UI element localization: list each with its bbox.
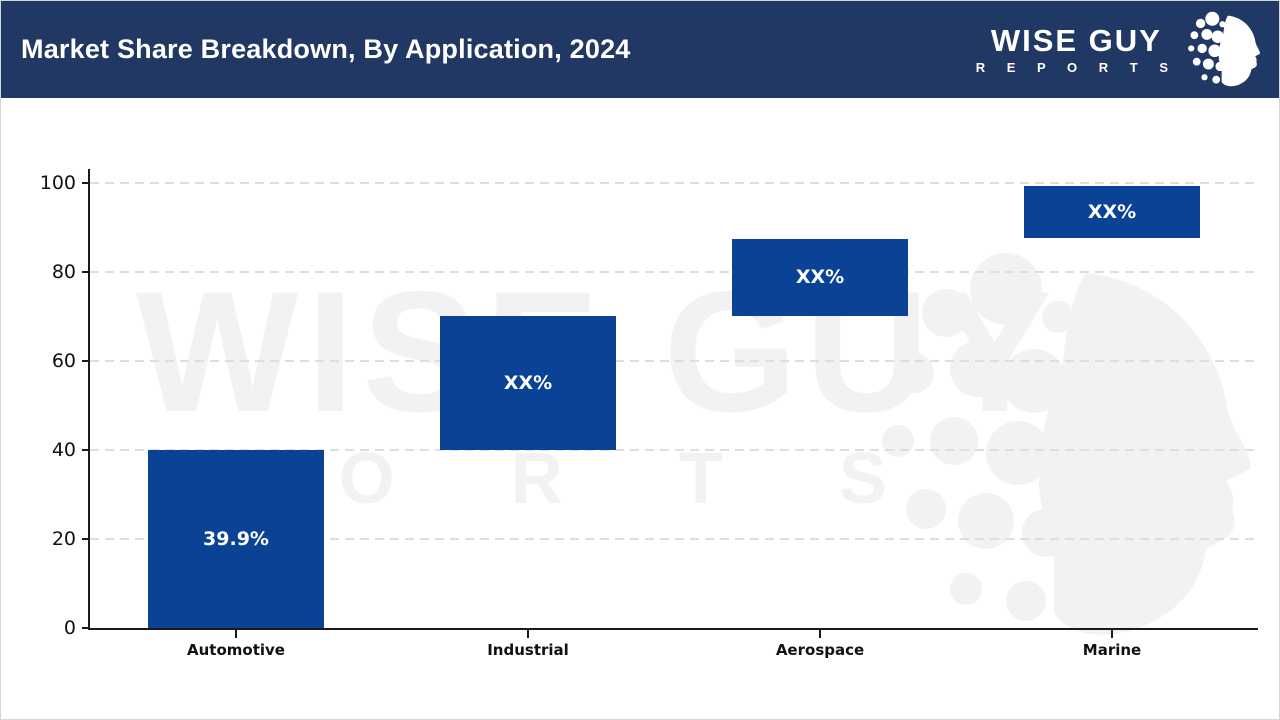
bar-label-marine: XX% [1087,201,1137,224]
bar-marine [1024,186,1200,239]
y-tick-mark-80 [82,271,90,273]
x-tick-mark-aerospace [819,630,821,638]
y-axis-line [88,169,90,630]
y-tick-label-80: 80 [51,261,76,283]
page-title: Market Share Breakdown, By Application, … [21,34,631,64]
x-tick-label-aerospace: Aerospace [775,641,865,659]
x-tick-mark-marine [1111,630,1113,638]
bar-aerospace [732,238,908,316]
y-tick-label-0: 0 [63,617,76,639]
y-tick-mark-20 [82,538,90,540]
bar-industrial [440,315,616,451]
x-tick-label-automotive: Automotive [187,641,285,659]
y-tick-label-60: 60 [51,350,76,372]
x-tick-label-industrial: Industrial [487,641,569,659]
y-tick-mark-100 [82,182,90,184]
y-tick-mark-0 [82,627,90,629]
wiseguy-logo-text: WISE GUY R E P O R T S [976,25,1177,74]
logo-reports-label: R E P O R T S [975,60,1177,75]
logo-wiseguy-label: WISE GUY [990,23,1162,58]
y-tick-label-40: 40 [51,439,76,461]
wiseguy-logo: WISE GUY R E P O R T S [976,11,1267,89]
x-axis-line [88,628,1258,630]
x-tick-label-marine: Marine [1082,641,1142,659]
gridline-100 [90,182,1258,184]
gridline-60 [90,360,1258,362]
bar-automotive [148,450,324,628]
gridline-80 [90,271,1258,273]
gridline-20 [90,538,1258,540]
x-tick-mark-automotive [235,630,237,638]
bar-label-automotive: 39.9% [203,528,269,551]
header-bar: Market Share Breakdown, By Application, … [1,1,1279,98]
y-tick-label-100: 100 [39,172,76,194]
gridline-40 [90,449,1258,451]
bar-label-industrial: XX% [503,372,553,395]
wiseguy-face-icon [1188,11,1260,86]
bar-label-aerospace: XX% [795,266,845,289]
x-tick-mark-industrial [527,630,529,638]
y-tick-label-20: 20 [51,528,76,550]
y-tick-mark-60 [82,360,90,362]
y-tick-mark-40 [82,449,90,451]
